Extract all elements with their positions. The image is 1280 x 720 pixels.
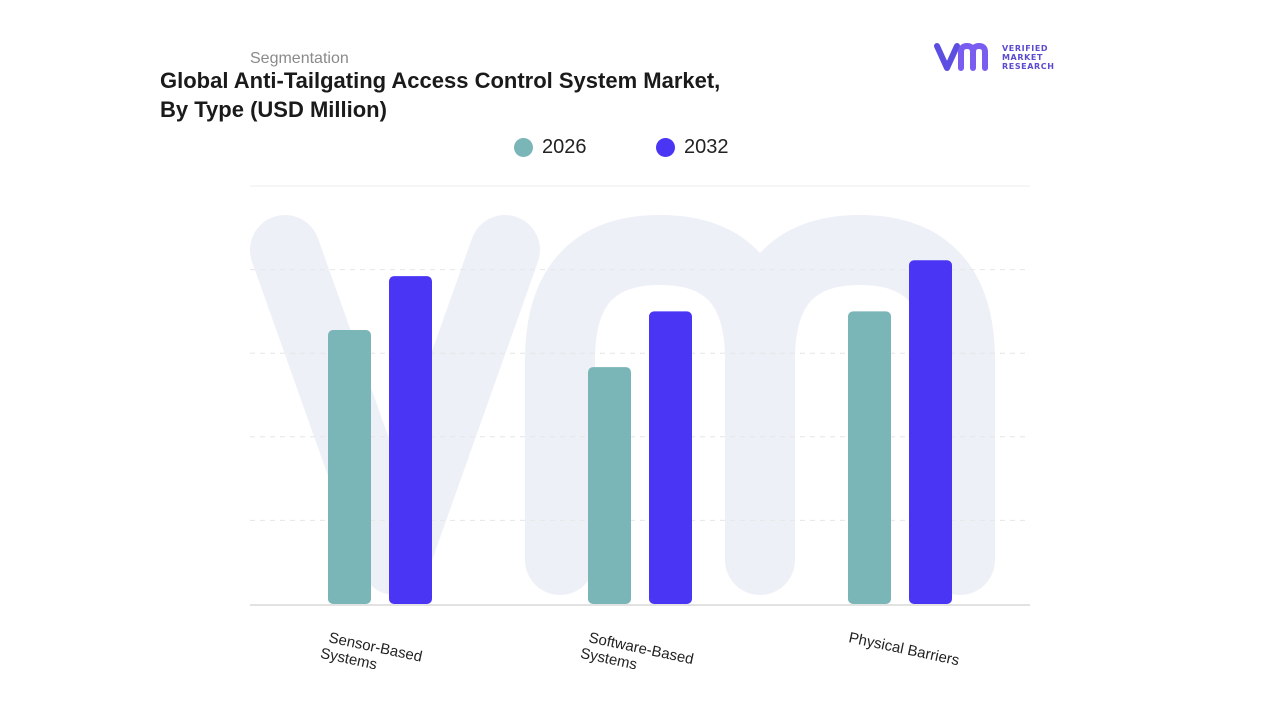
bar-2026-3: [848, 311, 891, 604]
bar-2032-2: [649, 311, 692, 604]
chart-title-line-1: Global Anti-Tailgating Access Control Sy…: [160, 68, 721, 93]
legend-swatch-2026: [514, 138, 533, 157]
x-tick-label-2: Software-BasedSystems: [579, 628, 695, 684]
chart-legend: 2026 2032: [0, 136, 1280, 160]
logo-line-market: MARKET: [1002, 53, 1044, 62]
vmr-logo-mark-icon: [934, 42, 988, 71]
legend-item-2032: 2032: [656, 136, 729, 159]
x-tick-label-1: Sensor-BasedSystems: [319, 628, 424, 682]
legend-swatch-2032: [656, 138, 675, 157]
x-tick-label-3: Physical Barriers: [847, 629, 961, 669]
bar-2032-3: [909, 260, 952, 604]
bar-2026-2: [588, 367, 631, 604]
logo-line-verified: VERIFIED: [1002, 44, 1049, 53]
segmentation-label: Segmentation: [250, 50, 349, 67]
bar-2032-1: [389, 276, 432, 604]
bar-2026-1: [328, 329, 371, 604]
legend-label-2032: 2032: [684, 136, 729, 158]
logo-line-research: RESEARCH: [1002, 62, 1055, 71]
legend-item-2026: 2026: [514, 136, 587, 159]
verified-market-research-logo: VERIFIED MARKET RESEARCH: [934, 42, 1074, 78]
chart-title: Global Anti-Tailgating Access Control Sy…: [160, 66, 800, 124]
chart-title-line-2: By Type (USD Million): [160, 97, 387, 122]
logo-wordmark: VERIFIED MARKET RESEARCH: [1002, 44, 1055, 71]
legend-label-2026: 2026: [542, 136, 587, 158]
